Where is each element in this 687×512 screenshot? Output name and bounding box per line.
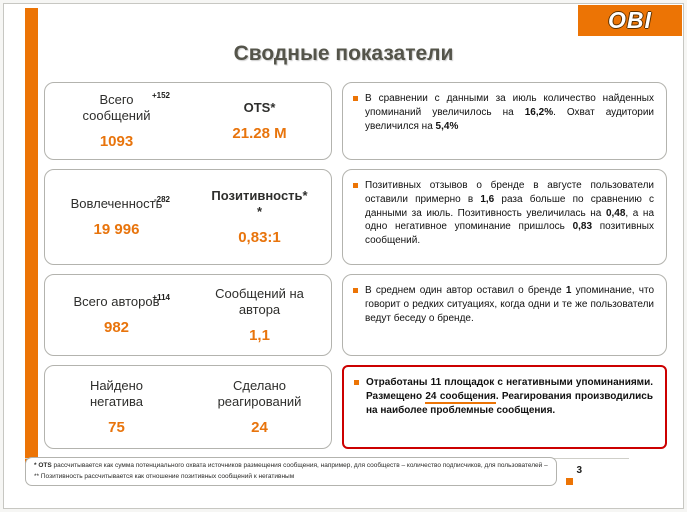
summary-row-engagement: -282 Вовлеченность 19 996 Позитивность* … bbox=[44, 169, 667, 265]
metric-engagement: -282 Вовлеченность 19 996 bbox=[45, 190, 188, 244]
accent-bar bbox=[25, 8, 38, 468]
metrics-box: Найдено негатива 75 Сделано реагирований… bbox=[44, 365, 332, 449]
note-box: В сравнении с данными за июль количество… bbox=[342, 82, 667, 160]
summary-row-authors: +114 Всего авторов 982 Сообщений на авто… bbox=[44, 274, 667, 356]
metric-total-authors: +114 Всего авторов 982 bbox=[45, 288, 188, 342]
metric-label: Вовлеченность bbox=[70, 195, 163, 211]
metric-delta: -282 bbox=[153, 194, 170, 204]
metric-label: OTS* bbox=[243, 99, 276, 115]
note-box: Позитивных отзывов о бренде в августе по… bbox=[342, 169, 667, 265]
metrics-box: +152 Всего сообщений 1093 OTS* 21.28 М bbox=[44, 82, 332, 160]
square-bullet-icon bbox=[353, 288, 358, 293]
footnotes-box: * OTS рассчитывается как сумма потенциал… bbox=[25, 457, 557, 486]
metric-value: 1093 bbox=[99, 133, 134, 151]
square-bullet-icon bbox=[354, 380, 359, 385]
metric-messages-per-author: Сообщений на автора 1,1 bbox=[188, 280, 331, 351]
metric-delta: +152 bbox=[151, 90, 170, 100]
metric-value: 982 bbox=[103, 319, 130, 337]
metric-label: Всего сообщений bbox=[82, 91, 151, 123]
metrics-box: -282 Вовлеченность 19 996 Позитивность* … bbox=[44, 169, 332, 265]
metric-value: 0,83:1 bbox=[238, 229, 281, 247]
metric-total-messages: +152 Всего сообщений 1093 bbox=[45, 86, 188, 157]
square-bullet-icon bbox=[353, 183, 358, 188]
note-text: Отработаны 11 площадок с негативными упо… bbox=[366, 377, 653, 416]
page-number: 3 bbox=[576, 465, 582, 476]
metric-positivity: Позитивность* * 0,83:1 bbox=[188, 182, 331, 253]
summary-rows: +152 Всего сообщений 1093 OTS* 21.28 М В… bbox=[44, 82, 667, 449]
note-text: В сравнении с данными за июль количество… bbox=[365, 93, 654, 132]
slide-title: Сводные показатели bbox=[233, 42, 454, 65]
metric-value: 21.28 М bbox=[232, 125, 287, 143]
metric-value: 1,1 bbox=[249, 327, 270, 345]
note-text: В среднем один автор оставил о бренде 1 … bbox=[365, 285, 654, 324]
square-bullet-icon bbox=[353, 96, 358, 101]
metric-value: 75 bbox=[108, 419, 125, 437]
metric-value: 24 bbox=[251, 419, 268, 437]
note-box-highlighted: Отработаны 11 площадок с негативными упо… bbox=[342, 365, 667, 449]
obi-logo: OBI bbox=[578, 5, 682, 36]
metric-label: Позитивность* * bbox=[211, 187, 308, 219]
note-box: В среднем один автор оставил о бренде 1 … bbox=[342, 274, 667, 356]
metric-label: Сообщений на автора bbox=[215, 285, 304, 317]
accent-square-icon bbox=[566, 478, 573, 485]
note-text: Позитивных отзывов о бренде в августе по… bbox=[365, 180, 654, 247]
metric-reactions-made: Сделано реагирований 24 bbox=[188, 372, 331, 443]
footnote-ots: * OTS рассчитывается как сумма потенциал… bbox=[34, 462, 548, 470]
metric-delta: +114 bbox=[152, 292, 170, 302]
metric-negative-found: Найдено негатива 75 bbox=[45, 372, 188, 443]
metric-label: Сделано реагирований bbox=[217, 377, 302, 409]
metric-label: Найдено негатива bbox=[89, 377, 144, 409]
summary-row-messages: +152 Всего сообщений 1093 OTS* 21.28 М В… bbox=[44, 82, 667, 160]
footnote-positivity: ** Позитивность рассчитывается как отнош… bbox=[34, 472, 295, 480]
metrics-box: +114 Всего авторов 982 Сообщений на авто… bbox=[44, 274, 332, 356]
metric-value: 19 996 bbox=[93, 221, 140, 239]
metric-ots: OTS* 21.28 М bbox=[188, 94, 331, 148]
metric-label: Всего авторов bbox=[73, 293, 160, 309]
summary-row-negative: Найдено негатива 75 Сделано реагирований… bbox=[44, 365, 667, 449]
